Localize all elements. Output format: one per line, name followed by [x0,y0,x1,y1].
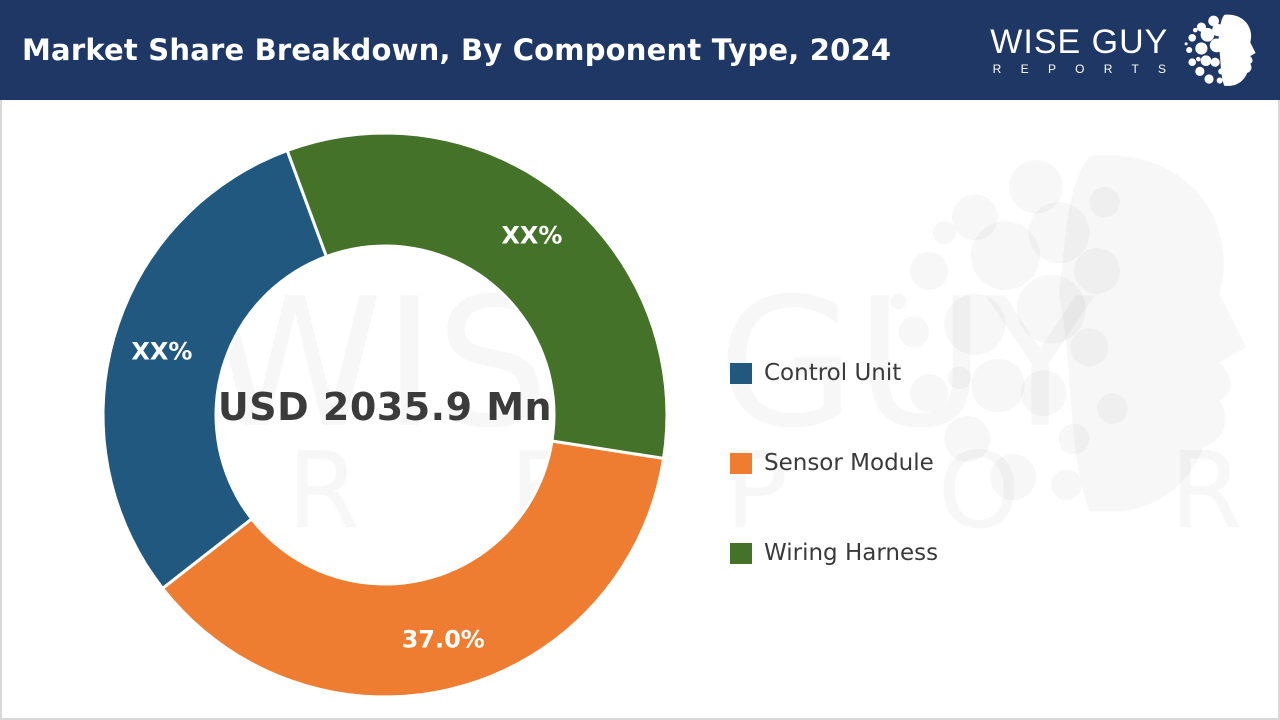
brand-name: WISE GUY [990,23,1169,61]
legend-label-wiring-harness: Wiring Harness [764,540,939,566]
legend-swatch-sensor-module [730,452,752,474]
brand-logo: WISE GUY R E P O R T S [985,11,1280,89]
legend-item-control-unit: Control Unit [730,360,902,386]
page-title: Market Share Breakdown, By Component Typ… [22,33,892,67]
header-bar: Market Share Breakdown, By Component Typ… [0,0,1280,100]
legend-item-sensor-module: Sensor Module [730,450,934,476]
legend-label-control-unit: Control Unit [764,360,902,386]
legend-item-wiring-harness: Wiring Harness [730,540,939,566]
legend-swatch-wiring-harness [730,542,752,564]
legend-swatch-control-unit [730,362,752,384]
legend-label-sensor-module: Sensor Module [764,450,934,476]
center-value: USD 2035.9 Mn [217,385,553,429]
brand-subtitle: R E P O R T S [992,62,1174,76]
brand-face-icon [1184,14,1256,86]
brand-wordmark: WISE GUY R E P O R T S [985,25,1174,75]
